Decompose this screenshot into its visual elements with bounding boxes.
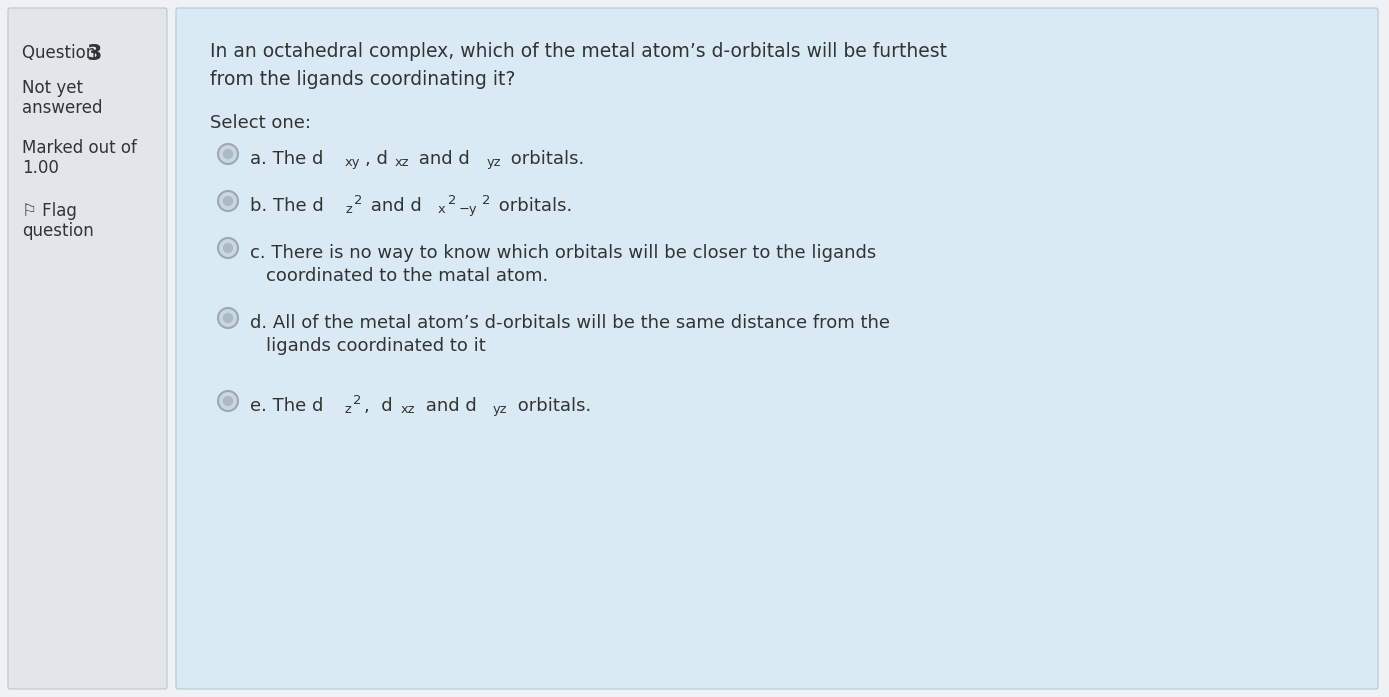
Text: 3: 3 [88, 44, 103, 64]
Text: coordinated to the matal atom.: coordinated to the matal atom. [267, 267, 549, 285]
Text: and d: and d [419, 397, 476, 415]
Text: 2: 2 [353, 394, 361, 407]
Text: Not yet: Not yet [22, 79, 83, 97]
Circle shape [218, 308, 238, 328]
Text: answered: answered [22, 99, 103, 117]
Circle shape [222, 196, 233, 206]
Text: orbitals.: orbitals. [504, 150, 585, 168]
FancyBboxPatch shape [8, 8, 167, 689]
Circle shape [218, 238, 238, 258]
Circle shape [218, 391, 238, 411]
Text: question: question [22, 222, 93, 240]
Text: xz: xz [401, 403, 415, 416]
Text: x: x [438, 203, 446, 216]
Text: b. The d: b. The d [250, 197, 324, 215]
Text: orbitals.: orbitals. [511, 397, 590, 415]
Text: a. The d: a. The d [250, 150, 324, 168]
Text: xz: xz [394, 156, 408, 169]
Text: ,  d: , d [364, 397, 393, 415]
Text: 2: 2 [447, 194, 456, 207]
Text: and d: and d [364, 197, 421, 215]
Text: , d: , d [365, 150, 388, 168]
Text: ⚐ Flag: ⚐ Flag [22, 202, 76, 220]
Circle shape [222, 243, 233, 253]
Text: ligands coordinated to it: ligands coordinated to it [267, 337, 486, 355]
FancyBboxPatch shape [176, 8, 1378, 689]
Text: In an octahedral complex, which of the metal atom’s d-orbitals will be furthest: In an octahedral complex, which of the m… [210, 42, 947, 61]
Circle shape [218, 144, 238, 164]
Text: 2: 2 [354, 194, 363, 207]
Text: 2: 2 [482, 194, 490, 207]
Circle shape [222, 396, 233, 406]
Circle shape [218, 191, 238, 211]
Text: e. The d: e. The d [250, 397, 324, 415]
Text: yz: yz [486, 156, 500, 169]
Text: from the ligands coordinating it?: from the ligands coordinating it? [210, 70, 515, 89]
Text: xy: xy [344, 156, 360, 169]
Text: c. There is no way to know which orbitals will be closer to the ligands: c. There is no way to know which orbital… [250, 244, 876, 262]
Text: −y: −y [458, 203, 476, 216]
Text: z: z [344, 403, 351, 416]
Text: z: z [344, 203, 351, 216]
Text: Select one:: Select one: [210, 114, 311, 132]
Text: 1.00: 1.00 [22, 159, 58, 177]
Circle shape [222, 313, 233, 323]
Text: d. All of the metal atom’s d-orbitals will be the same distance from the: d. All of the metal atom’s d-orbitals wi… [250, 314, 890, 332]
Text: Question: Question [22, 44, 101, 62]
Text: orbitals.: orbitals. [493, 197, 572, 215]
Text: and d: and d [413, 150, 469, 168]
Text: Marked out of: Marked out of [22, 139, 138, 157]
Text: yz: yz [493, 403, 507, 416]
Circle shape [222, 148, 233, 159]
